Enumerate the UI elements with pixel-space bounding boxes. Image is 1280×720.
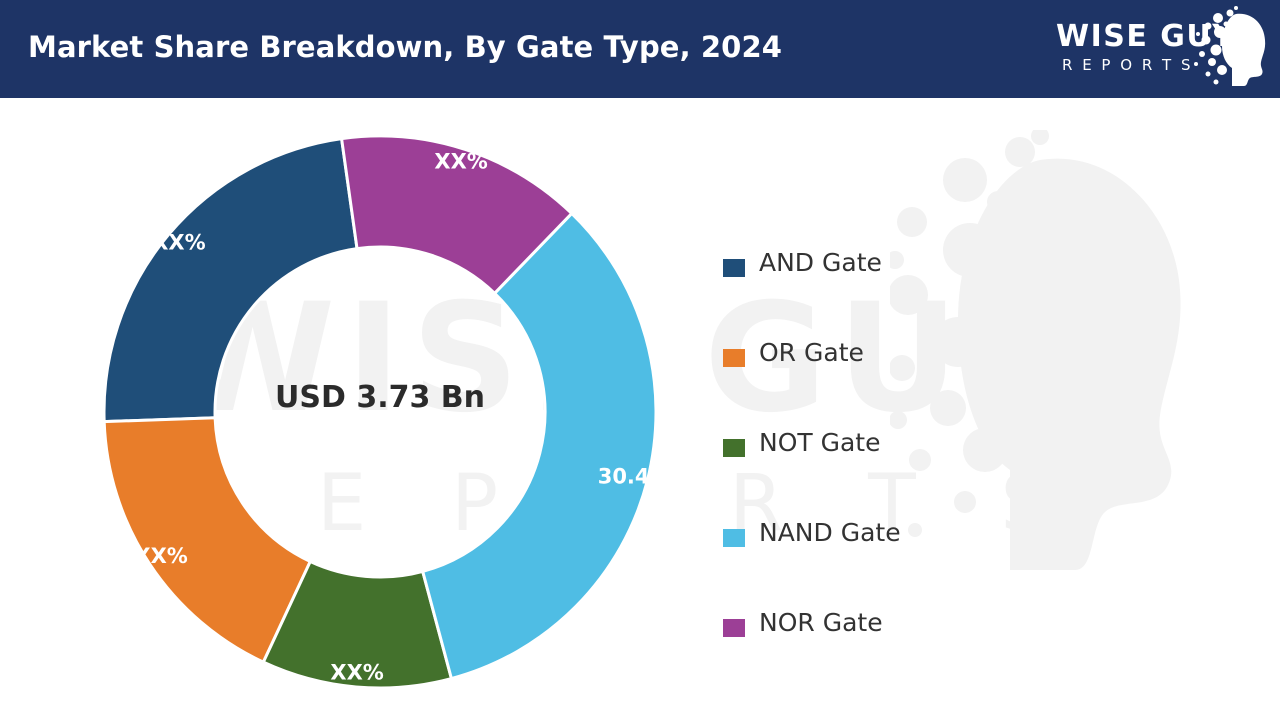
legend-swatch-icon: [723, 619, 745, 637]
legend-item-nor-gate[interactable]: NOR Gate: [723, 608, 1153, 698]
legend-item-label: NAND Gate: [759, 518, 901, 547]
donut-center-label: USD 3.73 Bn: [275, 380, 485, 415]
slice-label-nand-gate: 30.4%: [598, 465, 671, 489]
legend-item-label: NOT Gate: [759, 428, 881, 457]
legend-item-and-gate[interactable]: AND Gate: [723, 248, 1153, 338]
slice-label-not-gate: XX%: [330, 661, 383, 685]
donut-slice-labels: XX% XX% XX% 30.4% XX%: [134, 149, 670, 684]
donut-slices: [102, 134, 658, 690]
donut-slice-and-gate[interactable]: [102, 136, 359, 424]
header-bar: Market Share Breakdown, By Gate Type, 20…: [0, 0, 1280, 98]
legend-item-label: NOR Gate: [759, 608, 883, 637]
chart-legend: AND Gate OR Gate NOT Gate NAND Gate NOR Gate: [723, 248, 1153, 698]
legend-item-label: OR Gate: [759, 338, 864, 367]
page-title: Market Share Breakdown, By Gate Type, 20…: [28, 30, 782, 64]
legend-swatch-icon: [723, 349, 745, 367]
legend-item-not-gate[interactable]: NOT Gate: [723, 428, 1153, 518]
legend-swatch-icon: [723, 529, 745, 547]
legend-swatch-icon: [723, 439, 745, 457]
donut-slice-nand-gate[interactable]: [420, 211, 658, 681]
logo-wordmark-secondary: R E P O R T S: [1062, 56, 1193, 74]
donut-slice-nor-gate[interactable]: [339, 134, 574, 296]
donut-slice-or-gate[interactable]: [102, 416, 313, 665]
logo-head-icon: [1194, 6, 1266, 87]
donut-chart: XX% XX% XX% 30.4% XX% USD 3.73 Bn: [0, 98, 700, 720]
wise-guy-reports-logo: WISE GUY R E P O R T S: [1056, 6, 1266, 87]
legend-item-label: AND Gate: [759, 248, 882, 277]
donut-slice-not-gate[interactable]: [261, 559, 454, 690]
slice-label-or-gate: XX%: [134, 544, 187, 568]
legend-item-or-gate[interactable]: OR Gate: [723, 338, 1153, 428]
slice-label-and-gate: XX%: [152, 230, 205, 254]
legend-item-nand-gate[interactable]: NAND Gate: [723, 518, 1153, 608]
slice-label-nor-gate: XX%: [434, 149, 487, 173]
donut-chart-svg: XX% XX% XX% 30.4% XX%: [102, 134, 671, 690]
legend-swatch-icon: [723, 259, 745, 277]
